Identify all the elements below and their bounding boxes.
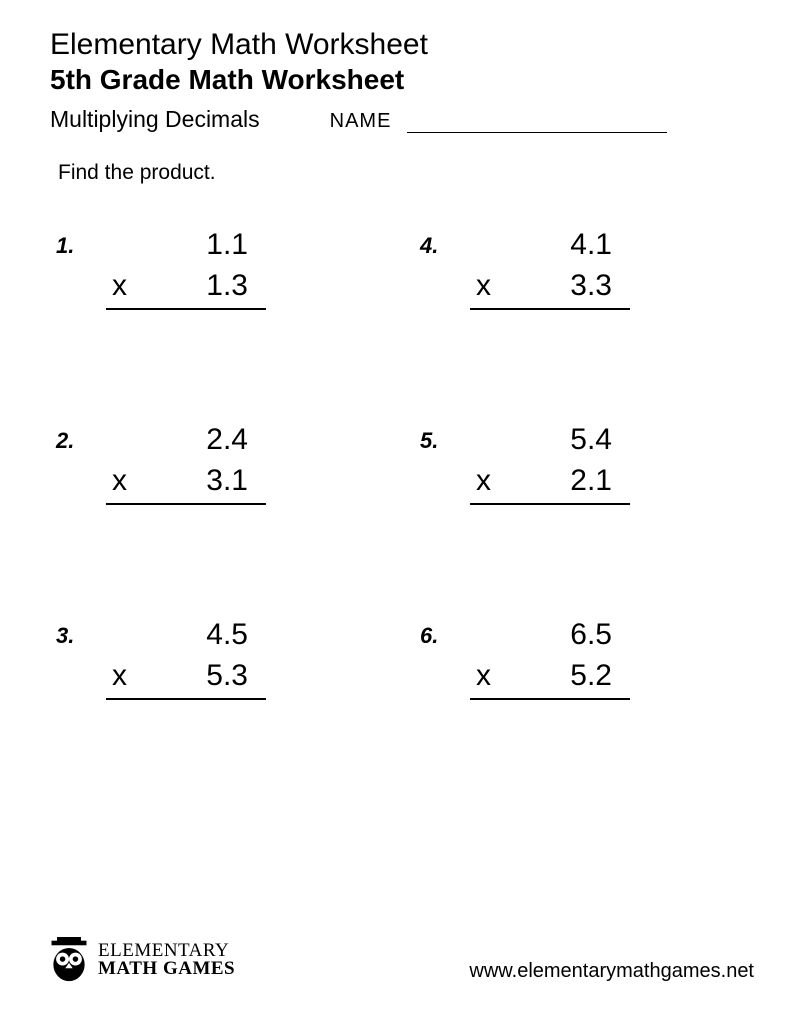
multiplier-row: x 5.3 xyxy=(106,656,266,701)
problem-number: 2. xyxy=(56,420,82,454)
page-footer: Elementary Math Games www.elementarymath… xyxy=(46,937,754,983)
multiplier: 5.2 xyxy=(570,659,612,692)
name-input-line[interactable] xyxy=(407,113,667,133)
problem-number: 1. xyxy=(56,225,82,259)
multiplier: 1.3 xyxy=(206,269,248,302)
multiplier-row: x 3.1 xyxy=(106,461,266,506)
problem-3: 3. 4.5 x 5.3 xyxy=(56,615,380,810)
multiplier-row: x 3.3 xyxy=(470,266,630,311)
name-label: NAME xyxy=(330,110,398,133)
multiplier: 5.3 xyxy=(206,659,248,692)
multiplicand: 1.1 xyxy=(106,225,266,266)
owl-icon xyxy=(46,937,92,983)
problem-1: 1. 1.1 x 1.3 xyxy=(56,225,380,420)
multiplier: 3.3 xyxy=(570,269,612,302)
brand-text: Elementary Math Games xyxy=(98,942,235,978)
multiplier: 3.1 xyxy=(206,464,248,497)
multiplicand: 5.4 xyxy=(470,420,630,461)
brand-line2: Math Games xyxy=(98,960,235,978)
problem-2: 2. 2.4 x 3.1 xyxy=(56,420,380,615)
multiplicand: 4.5 xyxy=(106,615,266,656)
multiplicand: 2.4 xyxy=(106,420,266,461)
multiplicand: 4.1 xyxy=(470,225,630,266)
problem-6: 6. 6.5 x 5.2 xyxy=(420,615,744,810)
page-title: 5th Grade Math Worksheet xyxy=(50,64,750,96)
problem-equation: 4.1 x 3.3 xyxy=(470,225,630,310)
topic-subtitle: Multiplying Decimals xyxy=(50,106,320,133)
problems-grid: 1. 1.1 x 1.3 4. 4.1 x 3.3 2. 2.4 x 3.1 5. 5… xyxy=(50,225,750,810)
worksheet-page: Elementary Math Worksheet 5th Grade Math… xyxy=(0,0,800,1035)
problem-number: 6. xyxy=(420,615,446,649)
problem-equation: 6.5 x 5.2 xyxy=(470,615,630,700)
problem-equation: 4.5 x 5.3 xyxy=(106,615,266,700)
problem-number: 4. xyxy=(420,225,446,259)
multiplicand: 6.5 xyxy=(470,615,630,656)
problem-equation: 5.4 x 2.1 xyxy=(470,420,630,505)
multiplier: 2.1 xyxy=(570,464,612,497)
problem-equation: 1.1 x 1.3 xyxy=(106,225,266,310)
operator: x xyxy=(470,656,491,697)
instruction-text: Find the product. xyxy=(58,161,750,185)
problem-5: 5. 5.4 x 2.1 xyxy=(420,420,744,615)
problem-4: 4. 4.1 x 3.3 xyxy=(420,225,744,420)
problem-number: 3. xyxy=(56,615,82,649)
operator: x xyxy=(106,266,127,307)
subtitle-row: Multiplying Decimals NAME xyxy=(50,106,750,133)
multiplier-row: x 1.3 xyxy=(106,266,266,311)
multiplier-row: x 5.2 xyxy=(470,656,630,701)
operator: x xyxy=(106,656,127,697)
brand-logo: Elementary Math Games xyxy=(46,937,235,983)
problem-number: 5. xyxy=(420,420,446,454)
problem-equation: 2.4 x 3.1 xyxy=(106,420,266,505)
operator: x xyxy=(470,461,491,502)
operator: x xyxy=(470,266,491,307)
operator: x xyxy=(106,461,127,502)
page-supertitle: Elementary Math Worksheet xyxy=(50,28,750,62)
multiplier-row: x 2.1 xyxy=(470,461,630,506)
footer-url: www.elementarymathgames.net xyxy=(469,960,754,983)
